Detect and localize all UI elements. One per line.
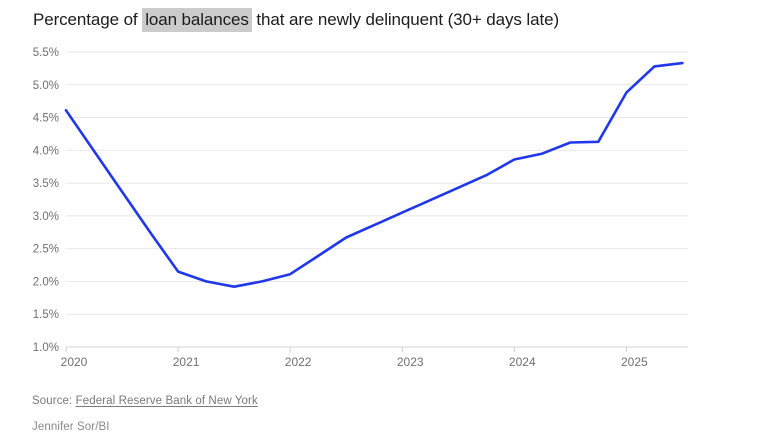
y-tick-label: 4.0% [33, 145, 59, 157]
title-highlight: loan balances [142, 8, 252, 32]
y-tick-label: 4.5% [33, 113, 59, 125]
y-tick-label: 1.0% [33, 342, 59, 354]
title-prefix: Percentage of [33, 10, 143, 29]
y-tick-label: 3.5% [33, 178, 59, 190]
source-link[interactable]: Federal Reserve Bank of New York [75, 395, 258, 407]
y-tick-label: 2.0% [33, 276, 59, 288]
y-tick-label: 5.5% [33, 47, 59, 59]
y-tick-label: 1.5% [33, 309, 59, 321]
x-tick-label: 2024 [509, 355, 536, 369]
y-tick-label: 5.0% [33, 80, 59, 92]
title-suffix: that are newly delinquent (30+ days late… [251, 10, 560, 29]
x-tick-label: 2020 [61, 355, 88, 369]
y-tick-label: 3.0% [33, 211, 59, 223]
x-tick-label: 2021 [173, 355, 200, 369]
chart-title: Percentage of loan balances that are new… [33, 8, 559, 32]
x-tick-label: 2022 [285, 355, 312, 369]
delinquency-rate-line [64, 61, 684, 289]
y-tick-label: 2.5% [33, 244, 59, 256]
x-tick-label: 2025 [621, 355, 648, 369]
byline: Jennifer Sor/BI [32, 421, 110, 433]
source-line: Source: Federal Reserve Bank of New York [32, 395, 258, 407]
x-tick-label: 2023 [397, 355, 424, 369]
source-label: Source: [32, 395, 73, 407]
